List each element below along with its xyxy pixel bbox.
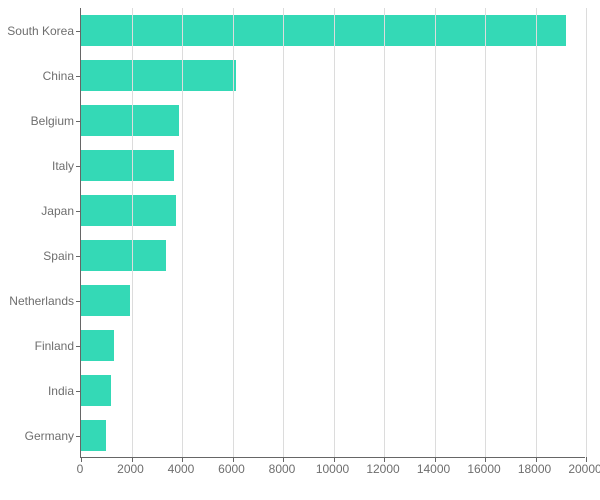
y-tick bbox=[76, 256, 81, 257]
bar bbox=[81, 240, 166, 271]
bar bbox=[81, 195, 176, 226]
y-tick bbox=[76, 76, 81, 77]
y-tick-label: Netherlands bbox=[0, 278, 74, 323]
x-tick-label: 12000 bbox=[366, 462, 399, 476]
y-tick-label: South Korea bbox=[0, 8, 74, 53]
x-tick-label: 18000 bbox=[518, 462, 551, 476]
y-tick-label: Italy bbox=[0, 143, 74, 188]
x-tick-label: 2000 bbox=[117, 462, 144, 476]
bar bbox=[81, 285, 130, 316]
x-tick-label: 16000 bbox=[467, 462, 500, 476]
x-tick-label: 14000 bbox=[417, 462, 450, 476]
y-tick bbox=[76, 346, 81, 347]
x-tick-label: 0 bbox=[77, 462, 84, 476]
y-tick-label: Finland bbox=[0, 323, 74, 368]
x-tick-label: 6000 bbox=[218, 462, 245, 476]
y-tick-label: Spain bbox=[0, 233, 74, 278]
y-tick bbox=[76, 31, 81, 32]
y-tick-label: Japan bbox=[0, 188, 74, 233]
y-tick bbox=[76, 301, 81, 302]
horizontal-bar-chart: South KoreaChinaBelgiumItalyJapanSpainNe… bbox=[0, 0, 600, 500]
y-tick-label: Germany bbox=[0, 413, 74, 458]
y-tick bbox=[76, 436, 81, 437]
gridline bbox=[132, 8, 133, 457]
y-axis-labels: South KoreaChinaBelgiumItalyJapanSpainNe… bbox=[0, 8, 74, 458]
gridline bbox=[334, 8, 335, 457]
gridline bbox=[384, 8, 385, 457]
y-tick bbox=[76, 166, 81, 167]
y-tick-label: India bbox=[0, 368, 74, 413]
bar bbox=[81, 60, 236, 91]
bar bbox=[81, 420, 106, 451]
bar bbox=[81, 330, 114, 361]
bar bbox=[81, 150, 174, 181]
x-tick-label: 10000 bbox=[316, 462, 349, 476]
gridline bbox=[435, 8, 436, 457]
bar bbox=[81, 375, 111, 406]
y-tick-label: Belgium bbox=[0, 98, 74, 143]
gridline bbox=[283, 8, 284, 457]
x-tick-label: 20000 bbox=[568, 462, 600, 476]
y-tick bbox=[76, 121, 81, 122]
x-tick-label: 4000 bbox=[168, 462, 195, 476]
gridline bbox=[182, 8, 183, 457]
x-axis-labels: 0 2000 4000 6000 8000 10000 12000 14000 16000 180… bbox=[80, 462, 585, 482]
gridline bbox=[536, 8, 537, 457]
gridline bbox=[485, 8, 486, 457]
bar bbox=[81, 15, 566, 46]
gridline bbox=[586, 8, 587, 457]
y-tick bbox=[76, 391, 81, 392]
gridline bbox=[233, 8, 234, 457]
plot-area bbox=[80, 8, 585, 458]
bar bbox=[81, 105, 179, 136]
y-tick-label: China bbox=[0, 53, 74, 98]
y-tick bbox=[76, 211, 81, 212]
x-tick-label: 8000 bbox=[269, 462, 296, 476]
